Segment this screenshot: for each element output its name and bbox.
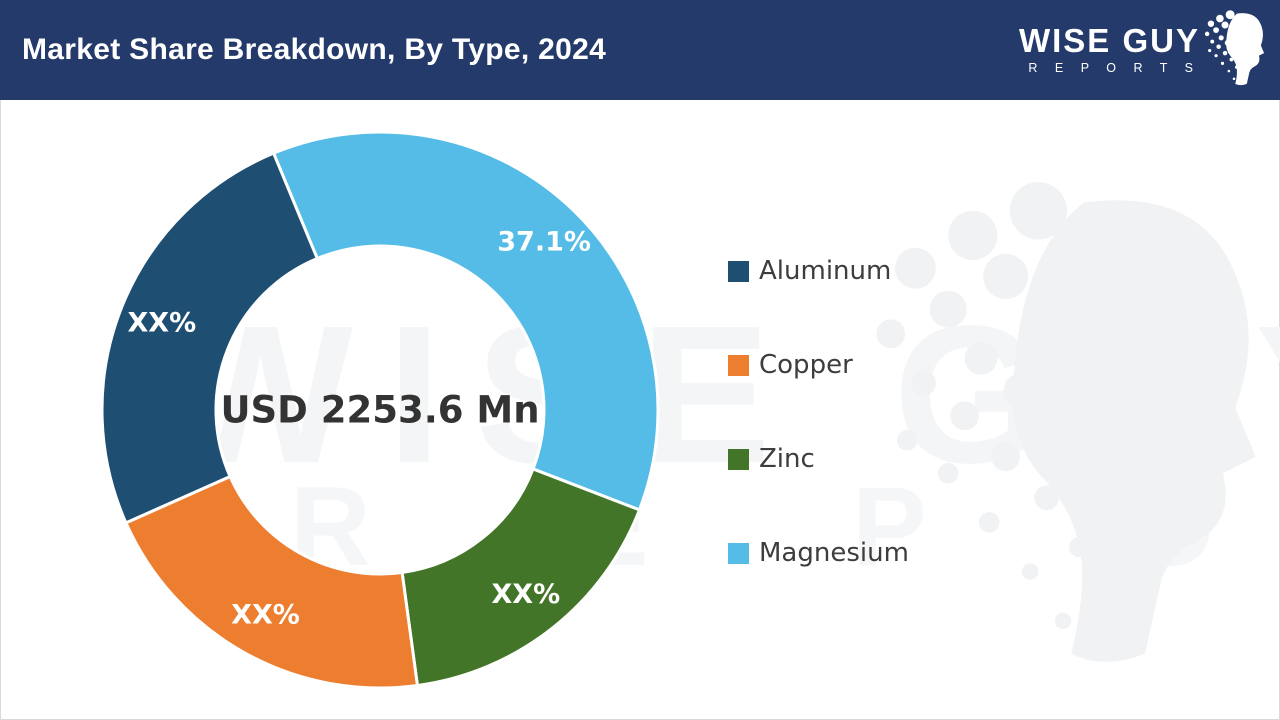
wise-guy-reports-logo: WISE GUY R E P O R T S (1019, 8, 1266, 88)
chart-legend: Aluminum Copper Zinc Magnesium (728, 256, 909, 568)
legend-swatch-magnesium (728, 542, 749, 564)
logo-face-icon (1202, 8, 1266, 88)
legend-item-magnesium[interactable]: Magnesium (728, 538, 909, 568)
legend-label-aluminum: Aluminum (759, 256, 892, 286)
logo-wordmark: WISE GUY (1018, 22, 1200, 59)
legend-label-copper: Copper (759, 350, 853, 380)
segment-percent-label-magnesium: 37.1% (497, 226, 591, 257)
logo-text: WISE GUY R E P O R T S (1019, 24, 1200, 75)
page-title: Market Share Breakdown, By Type, 2024 (22, 33, 607, 66)
segment-percent-label-aluminum: XX% (127, 307, 196, 338)
segment-percent-label-copper: XX% (231, 600, 300, 631)
segment-percent-label-zinc: XX% (491, 579, 560, 610)
donut-segment-copper[interactable] (124, 475, 419, 690)
donut-segment-magnesium[interactable] (272, 130, 660, 512)
donut-svg: 37.1% XX% XX% XX% USD 2253.6 Mn (100, 130, 660, 690)
logo-subtitle: R E P O R T S (1028, 61, 1200, 75)
donut-chart: 37.1% XX% XX% XX% USD 2253.6 Mn (70, 100, 690, 720)
watermark-face-icon (858, 168, 1268, 680)
donut-center-value: USD 2253.6 Mn (220, 389, 539, 432)
legend-label-zinc: Zinc (759, 444, 815, 474)
donut-segment-aluminum[interactable] (100, 151, 319, 525)
legend-item-aluminum[interactable]: Aluminum (728, 256, 909, 286)
header-bar: Market Share Breakdown, By Type, 2024 WI… (0, 0, 1280, 100)
legend-item-zinc[interactable]: Zinc (728, 444, 909, 474)
legend-swatch-zinc (728, 448, 749, 470)
donut-segment-zinc[interactable] (400, 467, 641, 687)
legend-swatch-copper (728, 354, 749, 376)
legend-item-copper[interactable]: Copper (728, 350, 909, 380)
legend-swatch-aluminum (728, 260, 749, 282)
legend-label-magnesium: Magnesium (759, 538, 909, 568)
